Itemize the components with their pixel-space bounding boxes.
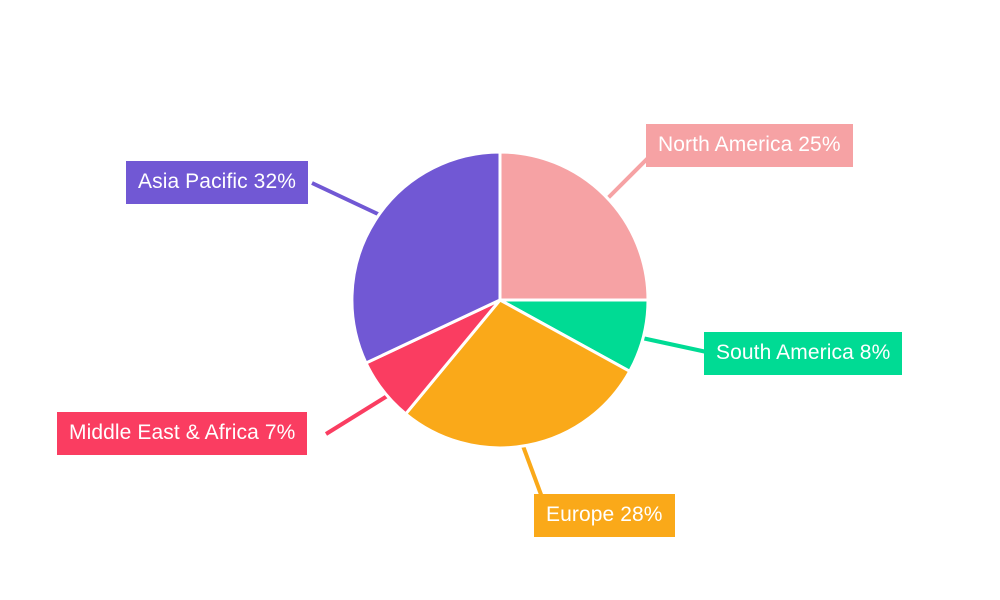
pie-label-middle-east-africa: Middle East & Africa 7% [57,412,308,455]
pie-label-south-america: South America 8% [704,332,903,375]
leader-line-asia-pacific [311,181,381,217]
pie-label-asia-pacific: Asia Pacific 32% [126,161,309,204]
pie-slice-europe[interactable] [404,298,632,450]
pie-label-north-america: North America 25% [646,124,853,167]
leader-line-middle-east-africa [324,391,394,436]
pie-slice-north-america[interactable] [498,150,650,302]
pie-wedges [350,150,650,450]
pie-label-europe: Europe 28% [534,494,675,537]
pie-slice-asia-pacific[interactable] [350,150,502,365]
leader-line-south-america [641,336,717,356]
